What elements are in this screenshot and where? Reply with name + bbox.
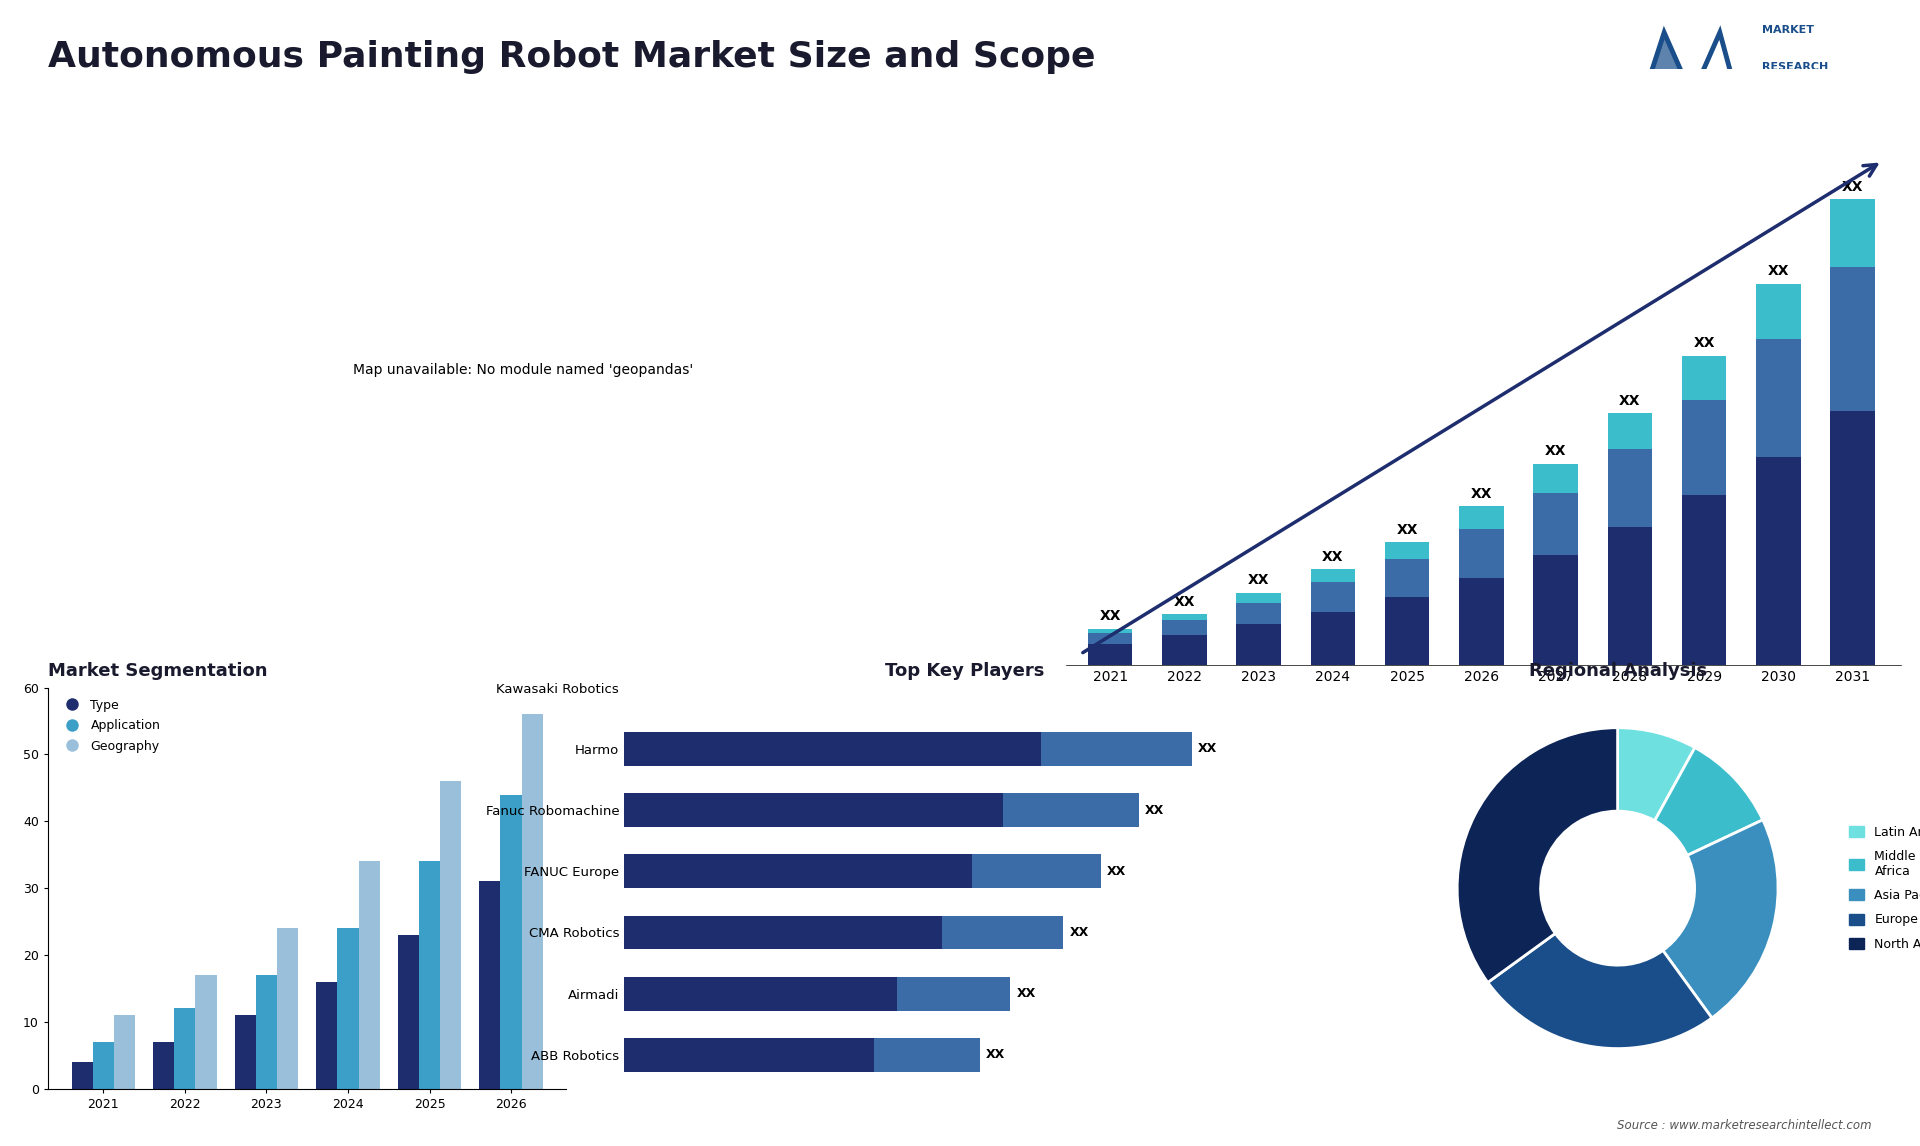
Bar	[1459, 507, 1503, 529]
Bar	[397, 935, 419, 1089]
Bar	[1236, 625, 1281, 665]
Bar	[1682, 400, 1726, 495]
Bar	[972, 855, 1100, 888]
Text: XX: XX	[1396, 523, 1417, 536]
Bar	[1757, 284, 1801, 339]
Text: XX: XX	[1173, 595, 1194, 609]
Bar	[522, 714, 543, 1089]
Bar	[624, 916, 943, 949]
Bar	[1089, 629, 1133, 633]
Bar	[359, 862, 380, 1089]
Wedge shape	[1663, 819, 1778, 1018]
Bar	[71, 1062, 92, 1089]
Legend: Latin America, Middle East &
Africa, Asia Pacific, Europe, North America: Latin America, Middle East & Africa, Asi…	[1845, 821, 1920, 956]
Text: MARKET: MARKET	[1763, 25, 1814, 34]
Text: XX: XX	[1248, 573, 1269, 588]
Text: XX: XX	[1471, 487, 1492, 501]
Bar	[1757, 457, 1801, 665]
Text: XX: XX	[1100, 610, 1121, 623]
Bar	[175, 1008, 196, 1089]
Bar	[1162, 614, 1206, 620]
Bar	[1236, 603, 1281, 625]
Wedge shape	[1488, 933, 1713, 1049]
Bar	[1830, 410, 1874, 665]
Bar	[1757, 339, 1801, 457]
Bar	[276, 928, 298, 1089]
Text: XX: XX	[1198, 743, 1217, 755]
Polygon shape	[1630, 32, 1692, 135]
Bar	[1830, 267, 1874, 410]
Bar	[1236, 592, 1281, 603]
Text: XX: XX	[987, 1049, 1006, 1061]
Bar	[1311, 582, 1356, 612]
Bar	[196, 975, 217, 1089]
Text: RESEARCH: RESEARCH	[1763, 62, 1828, 71]
Bar	[1607, 449, 1651, 527]
Text: Map unavailable: No module named 'geopandas': Map unavailable: No module named 'geopan…	[353, 362, 693, 377]
Bar	[1682, 495, 1726, 665]
Bar	[874, 1038, 979, 1072]
Bar	[1089, 633, 1133, 644]
Bar	[1311, 570, 1356, 582]
Bar	[419, 862, 440, 1089]
Bar	[1534, 555, 1578, 665]
Bar	[317, 982, 338, 1089]
Text: Autonomous Painting Robot Market Size and Scope: Autonomous Painting Robot Market Size an…	[48, 40, 1096, 74]
Bar	[624, 976, 897, 1011]
Bar	[1002, 793, 1139, 827]
Wedge shape	[1457, 728, 1619, 982]
Title: Top Key Players: Top Key Players	[885, 662, 1044, 681]
Bar	[943, 916, 1064, 949]
Bar	[1682, 355, 1726, 400]
Bar	[1534, 493, 1578, 555]
Bar	[1384, 542, 1428, 559]
Bar	[624, 1038, 874, 1072]
Text: XX: XX	[1841, 180, 1862, 194]
Bar	[113, 1015, 134, 1089]
Text: XX: XX	[1546, 445, 1567, 458]
Bar	[1162, 620, 1206, 635]
Bar	[1089, 644, 1133, 665]
Bar	[338, 928, 359, 1089]
Wedge shape	[1617, 728, 1695, 821]
Bar	[624, 855, 972, 888]
Legend: Type, Application, Geography: Type, Application, Geography	[54, 693, 165, 758]
Text: XX: XX	[1144, 803, 1164, 817]
Bar	[1384, 559, 1428, 597]
Bar	[440, 782, 461, 1089]
Text: XX: XX	[1693, 337, 1715, 351]
Text: INTELLECT: INTELLECT	[1763, 99, 1828, 109]
Bar	[1830, 199, 1874, 267]
Bar	[154, 1042, 175, 1089]
Text: XX: XX	[1323, 550, 1344, 564]
Title: Regional Analysis: Regional Analysis	[1528, 662, 1707, 681]
Bar	[1459, 578, 1503, 665]
Bar	[1311, 612, 1356, 665]
Bar	[1041, 732, 1192, 766]
Bar	[1607, 413, 1651, 449]
Text: XX: XX	[1108, 865, 1127, 878]
Text: XX: XX	[1016, 987, 1035, 1000]
Text: XX: XX	[1768, 265, 1789, 278]
Bar	[234, 1015, 255, 1089]
Bar	[501, 794, 522, 1089]
Text: Source : www.marketresearchintellect.com: Source : www.marketresearchintellect.com	[1617, 1120, 1872, 1132]
Bar	[1534, 464, 1578, 493]
Bar	[1162, 635, 1206, 665]
Bar	[1459, 529, 1503, 578]
Bar	[1607, 527, 1651, 665]
Bar	[255, 975, 276, 1089]
Text: Market Segmentation: Market Segmentation	[48, 662, 267, 681]
Bar	[480, 881, 501, 1089]
Bar	[92, 1042, 113, 1089]
Text: XX: XX	[1619, 393, 1640, 408]
Bar	[897, 976, 1010, 1011]
Text: XX: XX	[1069, 926, 1089, 939]
Bar	[624, 793, 1002, 827]
Bar	[1384, 597, 1428, 665]
Bar	[624, 732, 1041, 766]
Wedge shape	[1655, 747, 1763, 855]
